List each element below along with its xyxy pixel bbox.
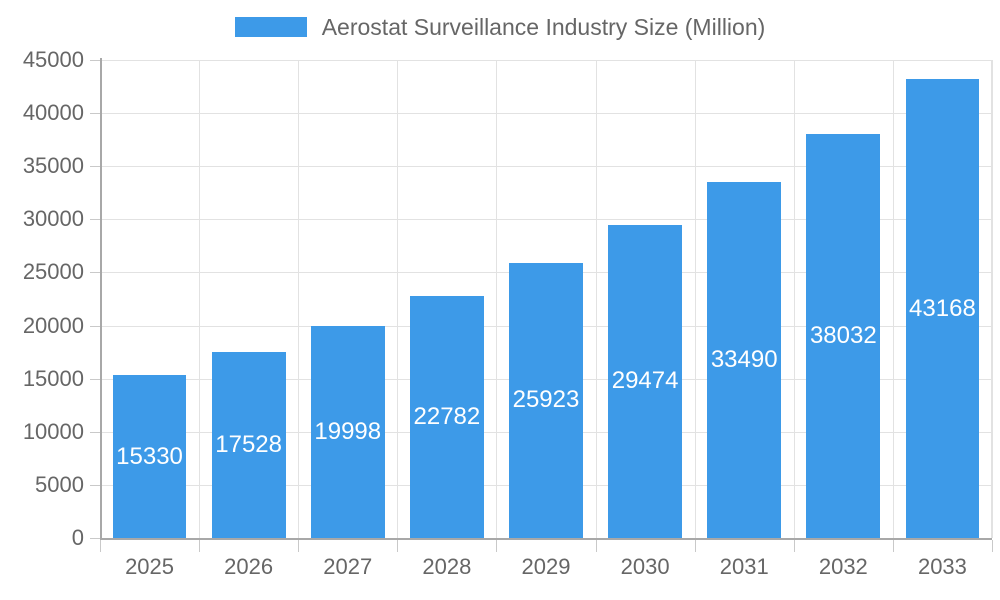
y-axis-tick — [90, 272, 100, 274]
x-axis-tick-label: 2032 — [818, 554, 868, 579]
y-axis-line — [100, 58, 102, 540]
y-axis-tick — [90, 166, 100, 168]
bar-value-label: 29474 — [611, 367, 679, 395]
y-axis-tick-label: 40000 — [22, 100, 84, 126]
bar[interactable]: 33490 — [707, 182, 782, 538]
plot-right-border — [991, 60, 992, 538]
x-axis-tick — [199, 540, 200, 552]
bar-value-label: 38032 — [809, 322, 877, 350]
x-axis-tick-label: 2025 — [125, 554, 175, 579]
bar-value-label: 15330 — [116, 442, 183, 470]
x-axis-tick-label: 2029 — [521, 554, 571, 579]
y-axis-tick-label: 0 — [71, 525, 84, 550]
legend-item-series-1[interactable]: Aerostat Surveillance Industry Size (Mil… — [234, 13, 766, 40]
x-axis-tick — [596, 540, 597, 552]
bar-value-label: 33490 — [710, 346, 778, 374]
y-axis-tick — [90, 219, 100, 221]
gridline-vertical — [596, 60, 597, 538]
gridline-vertical — [199, 60, 200, 538]
y-axis-tick-label: 15000 — [22, 365, 84, 391]
bar-value-label: 25923 — [512, 386, 580, 414]
legend-color-swatch-icon — [234, 17, 307, 37]
y-axis-tick-label: 20000 — [22, 312, 84, 338]
y-axis-tick — [90, 325, 100, 327]
x-axis-tick-label: 2033 — [917, 554, 967, 579]
bar-value-label: 22782 — [413, 403, 481, 430]
bar[interactable]: 22782 — [409, 296, 484, 538]
x-axis-line — [100, 538, 992, 540]
gridline-vertical — [695, 60, 696, 538]
legend-label: Aerostat Surveillance Industry Size (Mil… — [321, 13, 766, 40]
y-axis-tick — [90, 113, 100, 115]
bar[interactable]: 17528 — [211, 351, 286, 538]
x-axis-tick-label: 2031 — [719, 554, 769, 579]
bar[interactable]: 38032 — [806, 134, 881, 538]
bar[interactable]: 19998 — [310, 325, 385, 538]
y-axis-tick-label: 45000 — [22, 47, 84, 72]
gridline-horizontal — [100, 166, 992, 168]
bar[interactable]: 15330 — [112, 375, 187, 538]
x-axis-tick-label: 2026 — [224, 554, 274, 579]
x-axis-tick — [794, 540, 795, 552]
y-axis-tick-label: 25000 — [22, 259, 84, 285]
bar[interactable]: 25923 — [509, 262, 583, 538]
x-axis-tick — [893, 540, 894, 552]
bar-value-label: 43168 — [909, 294, 976, 322]
x-axis-tick — [397, 540, 398, 552]
gridline-vertical — [298, 60, 299, 538]
gridline-horizontal — [100, 219, 992, 221]
y-axis-tick — [90, 431, 100, 433]
y-axis-tick — [90, 484, 100, 486]
plot-area: 15330 17528 19998 22782 25923 29474 33490 38032… — [100, 60, 993, 538]
y-axis-tick-label: 30000 — [22, 206, 84, 232]
y-axis-tick-label: 10000 — [22, 418, 84, 444]
gridline-horizontal — [100, 113, 992, 115]
y-axis-tick-label: 5000 — [35, 471, 84, 497]
y-axis-tick — [90, 538, 100, 539]
gridline-vertical — [794, 60, 795, 538]
chart-legend: Aerostat Surveillance Industry Size (Mil… — [0, 10, 1000, 44]
gridline-vertical — [893, 60, 894, 538]
x-axis-tick — [496, 540, 497, 552]
gridline-vertical — [992, 60, 993, 538]
gridline-vertical — [397, 60, 398, 538]
x-axis-tick-label: 2027 — [323, 554, 373, 579]
x-axis-tick — [100, 540, 101, 552]
x-axis-tick — [992, 540, 993, 552]
x-axis-tick — [695, 540, 696, 552]
y-axis-tick — [90, 378, 100, 380]
y-axis-tick-label: 35000 — [22, 153, 84, 179]
x-axis-tick-label: 2028 — [422, 554, 472, 579]
bar[interactable]: 43168 — [905, 79, 980, 538]
gridline-vertical — [496, 60, 497, 538]
bar-value-label: 17528 — [215, 430, 283, 458]
bar-value-label: 19998 — [314, 417, 382, 445]
x-axis-tick — [298, 540, 299, 552]
bar[interactable]: 29474 — [608, 224, 683, 538]
y-axis-tick — [90, 60, 100, 61]
gridline-horizontal — [100, 60, 992, 61]
x-axis-tick-label: 2030 — [620, 554, 670, 579]
